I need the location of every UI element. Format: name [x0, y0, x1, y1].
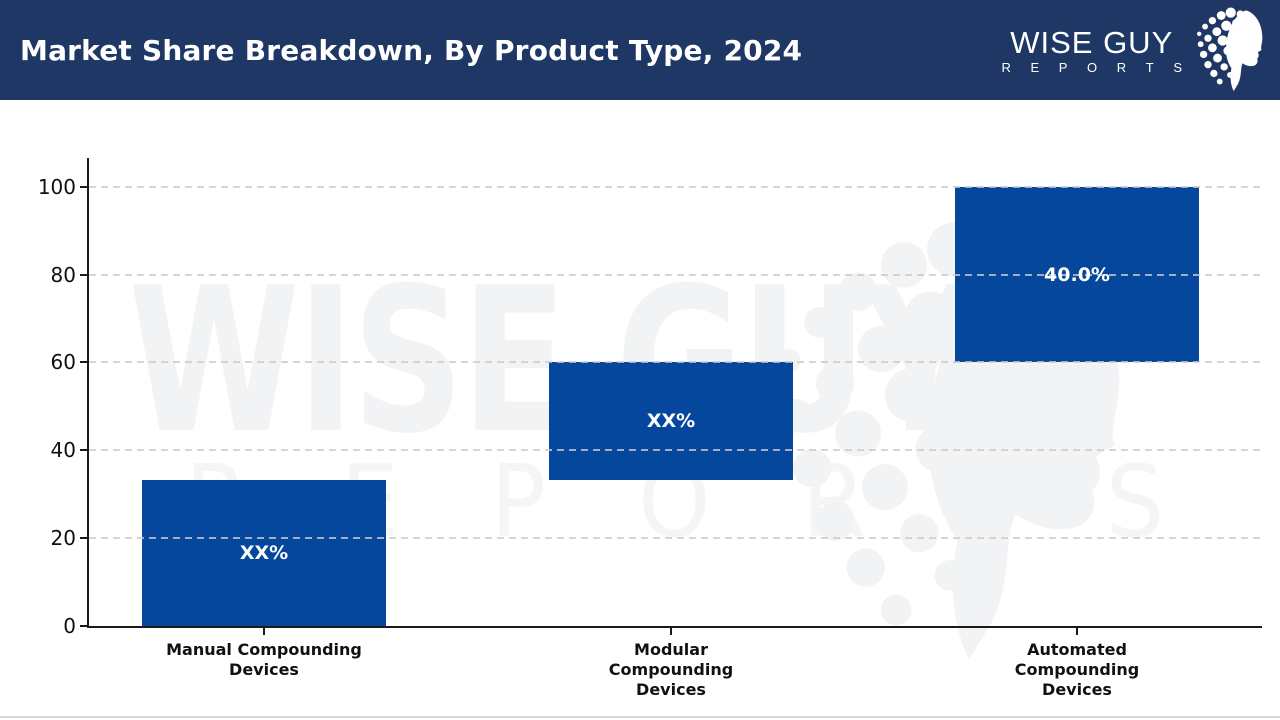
bar-segment-2 — [549, 362, 793, 480]
logo-wordmark: WISE GUY — [1010, 24, 1174, 60]
y-tick-mark-100 — [80, 185, 87, 188]
gridline-100 — [89, 185, 1262, 188]
wise-guy-logo: WISE GUY R E P O R T S — [993, 6, 1280, 94]
category-label-line: Devices — [636, 680, 706, 699]
bar-value-label-1: XX% — [239, 541, 289, 564]
y-tick-label-20: 20 — [50, 526, 76, 551]
y-tick-label-60: 60 — [50, 350, 76, 375]
x-tick-mark-3 — [1076, 628, 1078, 635]
bottom-divider — [0, 716, 1280, 718]
y-tick-label-100: 100 — [37, 174, 76, 199]
header-bar: Market Share Breakdown, By Product Type,… — [0, 0, 1280, 100]
logo-subtitle: R E P O R T S — [1001, 59, 1190, 75]
page-title: Market Share Breakdown, By Product Type,… — [20, 33, 803, 67]
category-label-3: Automated Compounding Devices — [927, 640, 1227, 700]
bar-segment-1 — [142, 479, 386, 626]
gridline-60 — [89, 361, 1262, 364]
category-label-1: Manual Compounding Devices — [114, 640, 414, 680]
category-label-line: Manual Compounding — [166, 640, 362, 659]
category-label-line: Modular — [634, 640, 708, 659]
y-tick-mark-0 — [80, 625, 87, 627]
gridline-40 — [89, 449, 1262, 452]
category-label-2: Modular Compounding Devices — [521, 640, 821, 700]
gridline-20 — [89, 537, 1262, 540]
gridline-80 — [89, 273, 1262, 276]
y-tick-label-0: 0 — [63, 614, 76, 638]
category-label-line: Devices — [229, 660, 299, 679]
x-tick-mark-2 — [670, 628, 672, 635]
x-axis-line — [87, 626, 1262, 628]
category-label-line: Compounding — [1014, 660, 1140, 679]
category-label-line: Devices — [1042, 680, 1112, 699]
y-tick-label-80: 80 — [50, 262, 76, 287]
logo-text: WISE GUY R E P O R T S — [993, 27, 1190, 74]
y-tick-label-40: 40 — [50, 438, 76, 463]
category-label-line: Automated — [1027, 640, 1127, 659]
bar-value-label-2: XX% — [646, 410, 696, 433]
x-tick-mark-1 — [263, 628, 265, 635]
bar-value-label-3: 40.0% — [1044, 263, 1110, 286]
y-tick-mark-40 — [80, 449, 87, 452]
y-tick-mark-80 — [80, 273, 87, 276]
category-label-line: Compounding — [608, 660, 734, 679]
y-tick-mark-60 — [80, 361, 87, 364]
y-tick-mark-20 — [80, 537, 87, 540]
y-axis-line — [87, 158, 89, 628]
